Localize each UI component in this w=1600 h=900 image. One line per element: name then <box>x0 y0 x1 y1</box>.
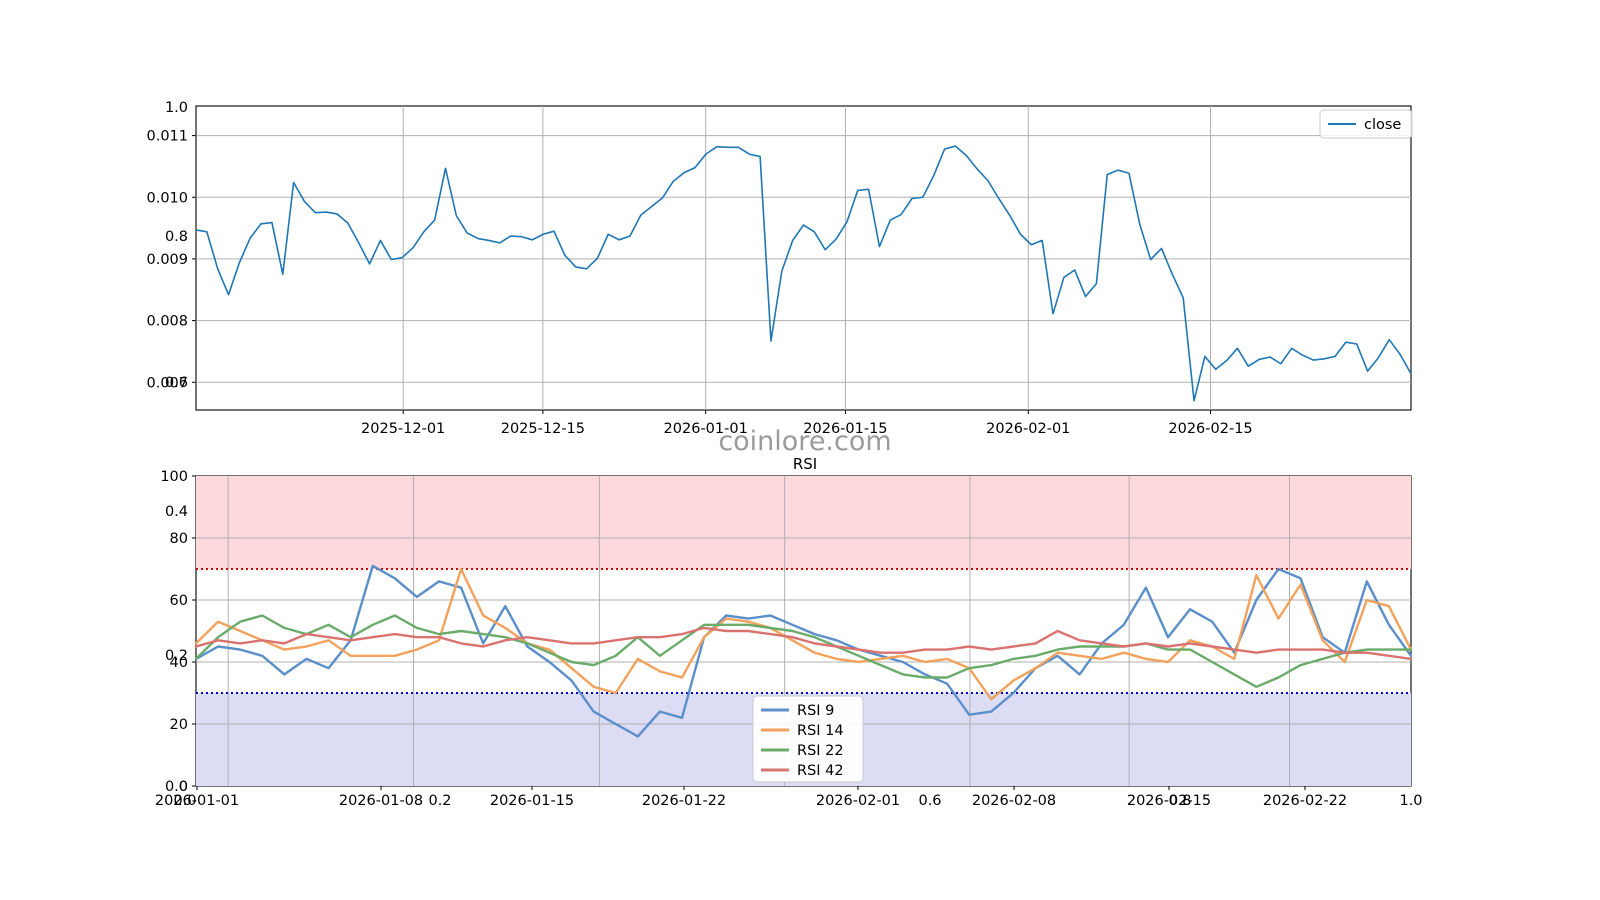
rsi-legend-label-rsi-14: RSI 14 <box>797 723 844 739</box>
rsi-y-axis-secondary: 0.4 0.2 0.0 <box>165 504 188 795</box>
rsi-overbought-band <box>196 476 1411 569</box>
price-y-tick-label: 0.009 <box>146 252 188 268</box>
rsi-y-tick-label: 40 <box>170 655 188 671</box>
rsi-y-tick-label-secondary: 0.2 <box>165 648 188 664</box>
watermark-text: coinlore.com <box>718 426 891 457</box>
price-plot-area <box>195 105 1412 411</box>
rsi-x-tick-label-secondary: 0.8 <box>1168 793 1191 809</box>
rsi-gridlines <box>196 476 1411 786</box>
price-gridlines <box>196 106 1411 410</box>
price-y-tick-label-secondary: 0.8 <box>165 229 188 245</box>
rsi-y-axis: 0 20 40 60 80 100 <box>160 469 196 795</box>
rsi-x-tick-label: 2026-01-15 <box>490 793 574 809</box>
rsi-y-tick-label: 20 <box>170 717 188 733</box>
price-x-tick-label: 2026-01-01 <box>664 421 748 437</box>
price-line-close <box>195 145 1412 402</box>
rsi-x-tick-label: 2026-02-01 <box>816 793 900 809</box>
rsi-title: RSI <box>793 455 817 473</box>
rsi-x-axis: 2026-01-01 2026-01-08 2026-01-15 2026-01-22… <box>155 786 1347 809</box>
rsi-x-tick-label: 2026-02-22 <box>1263 793 1347 809</box>
price-x-axis: 2025-12-01 2025-12-15 2026-01-01 2026-01-15… <box>361 410 1253 437</box>
rsi-legend-label-rsi-22: RSI 22 <box>797 743 844 759</box>
rsi-legend-box[interactable] <box>752 695 864 783</box>
rsi-x-axis-secondary: 0.0 0.2 0.6 0.8 1.0 <box>173 793 1422 809</box>
price-y-tick-label: 0.007 <box>146 375 188 391</box>
price-y-tick-label-secondary: 0.6 <box>165 375 188 391</box>
price-legend-label-close: close <box>1364 117 1401 133</box>
rsi-x-tick-label: 2026-01-08 <box>339 793 423 809</box>
rsi-legend-label-rsi-42: RSI 42 <box>797 763 844 779</box>
price-y-tick-label: 0.010 <box>146 190 188 206</box>
rsi-x-tick-label-secondary: 0.2 <box>428 793 451 809</box>
price-y-tick-label: 0.011 <box>146 129 188 145</box>
rsi-legend-label-rsi-9: RSI 9 <box>797 703 834 719</box>
price-series-close <box>195 145 1412 402</box>
price-y-tick-label-secondary: 1.0 <box>165 100 188 116</box>
rsi-x-tick-label: 2026-01-01 <box>155 793 239 809</box>
watermark-group: coinlore.com <box>718 426 891 457</box>
price-x-tick-label: 2025-12-01 <box>361 421 445 437</box>
price-legend-box[interactable] <box>1319 109 1413 139</box>
price-x-tick-label: 2026-02-01 <box>986 421 1070 437</box>
rsi-line-rsi-22 <box>194 614 1413 688</box>
rsi-x-tick-label-secondary: 0.6 <box>918 793 941 809</box>
rsi-x-tick-label: 2026-02-15 <box>1127 793 1211 809</box>
price-y-axis: 0.007 0.008 0.009 0.010 0.011 <box>146 129 196 391</box>
price-panel: 0.007 0.008 0.009 0.010 0.011 1.0 0.8 0.6 2025-1… <box>146 100 1413 437</box>
price-y-axis-secondary: 1.0 0.8 0.6 <box>165 100 188 391</box>
rsi-x-tick-label-secondary: 0.0 <box>173 793 196 809</box>
rsi-legend: RSI 9 RSI 14 RSI 22 RSI 42 <box>752 695 864 783</box>
rsi-x-tick-label: 2026-02-08 <box>972 793 1056 809</box>
rsi-y-tick-label: 100 <box>160 469 188 485</box>
price-y-tick-label: 0.008 <box>146 314 188 330</box>
price-x-tick-label: 2026-02-15 <box>1168 421 1252 437</box>
rsi-y-tick-label: 0 <box>179 779 188 795</box>
rsi-y-tick-label-secondary: 0.4 <box>165 504 188 520</box>
rsi-x-tick-label-secondary: 1.0 <box>1399 793 1422 809</box>
rsi-x-tick-label: 2026-01-22 <box>642 793 726 809</box>
rsi-y-tick-label-secondary: 0.0 <box>165 779 188 795</box>
price-x-tick-label: 2025-12-15 <box>501 421 585 437</box>
rsi-line-rsi-42 <box>194 626 1413 661</box>
price-x-tick-label: 2026-01-15 <box>803 421 887 437</box>
rsi-title-group: RSI <box>793 455 817 473</box>
rsi-series <box>194 564 1413 738</box>
rsi-y-tick-label: 60 <box>170 593 188 609</box>
rsi-y-tick-label: 80 <box>170 531 188 547</box>
price-legend: close <box>1319 109 1413 139</box>
rsi-line-rsi-9 <box>194 564 1413 738</box>
